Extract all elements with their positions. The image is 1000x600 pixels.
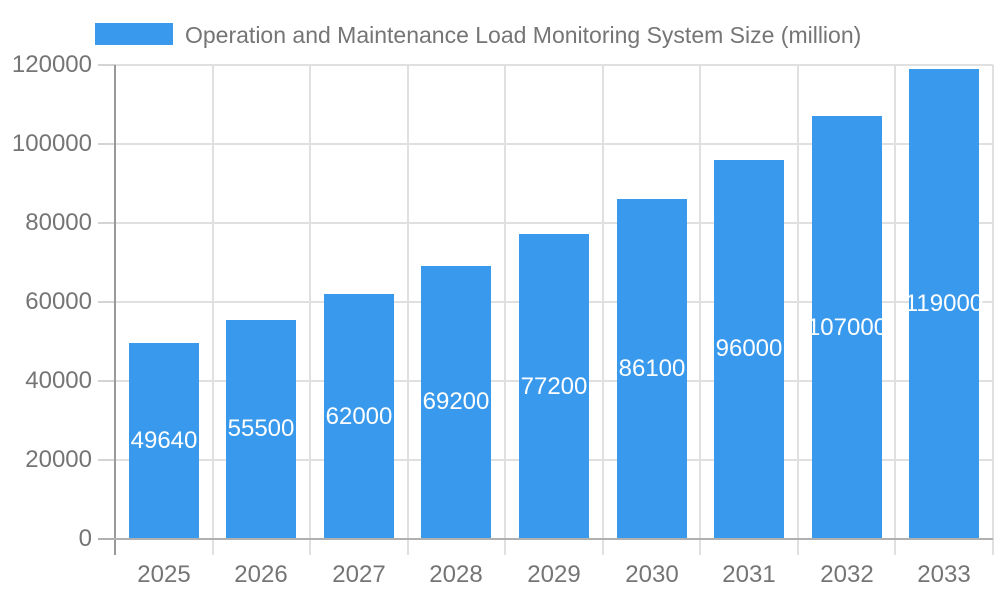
bar-value-label: 86100	[618, 355, 686, 382]
category-boundary-gridline	[309, 65, 311, 555]
y-gridline	[115, 143, 993, 145]
y-axis-tick-label: 100000	[11, 130, 92, 157]
y-axis-tick-label: 20000	[25, 446, 92, 473]
bar-2027	[324, 294, 394, 539]
y-axis-tick	[98, 459, 115, 461]
legend-swatch	[95, 23, 173, 45]
category-boundary-gridline	[699, 65, 701, 555]
category-boundary-gridline	[992, 65, 994, 555]
x-axis-tick-label: 2026	[234, 561, 288, 588]
bar-2030	[617, 198, 687, 539]
x-axis-tick-label: 2032	[820, 561, 874, 588]
category-boundary-gridline	[212, 65, 214, 555]
y-axis-tick-label: 60000	[25, 288, 92, 315]
legend-label: Operation and Maintenance Load Monitorin…	[185, 22, 862, 48]
category-boundary-gridline	[602, 65, 604, 555]
x-axis-tick-label: 2033	[917, 561, 971, 588]
category-boundary-gridline	[894, 65, 896, 555]
x-axis-tick-label: 2031	[722, 561, 776, 588]
x-axis-tick-label: 2029	[527, 561, 581, 588]
category-boundary-gridline	[797, 65, 799, 555]
y-axis-tick	[98, 301, 115, 303]
x-axis-tick-label: 2025	[137, 561, 191, 588]
bar-2025	[129, 342, 199, 539]
bar-2028	[421, 265, 491, 539]
legend: Operation and Maintenance Load Monitorin…	[0, 0, 1000, 60]
bar-2029	[519, 234, 589, 539]
bar-value-label: 77200	[520, 373, 588, 400]
bar-2033	[909, 68, 979, 539]
bar-2032	[812, 116, 882, 539]
y-axis-tick-label: 40000	[25, 367, 92, 394]
y-gridline	[115, 222, 993, 224]
y-axis-tick-label: 0	[78, 525, 92, 552]
bar-value-label: 107000	[806, 314, 888, 341]
x-axis-tick-label: 2027	[332, 561, 386, 588]
bar-2031	[714, 159, 784, 539]
x-axis-tick-label: 2028	[429, 561, 483, 588]
y-axis-tick-label: 120000	[11, 51, 92, 78]
y-axis-tick	[98, 64, 115, 66]
bar-2026	[226, 319, 296, 539]
x-axis-tick-label: 2030	[625, 561, 679, 588]
bar-value-label: 69200	[422, 388, 490, 415]
bar-value-label: 62000	[325, 403, 393, 430]
y-axis-tick	[98, 143, 115, 145]
category-boundary-gridline	[407, 65, 409, 555]
y-gridline	[115, 64, 993, 66]
bar-value-label: 96000	[715, 335, 783, 362]
bar-value-label: 55500	[227, 415, 295, 442]
y-axis-line	[114, 65, 116, 555]
y-axis-tick-label: 80000	[25, 209, 92, 236]
bar-value-label: 119000	[904, 290, 984, 317]
category-boundary-gridline	[504, 65, 506, 555]
y-axis-tick	[98, 222, 115, 224]
y-axis-tick	[98, 380, 115, 382]
bar-value-label: 49640	[130, 427, 198, 454]
x-axis-line	[98, 538, 993, 540]
